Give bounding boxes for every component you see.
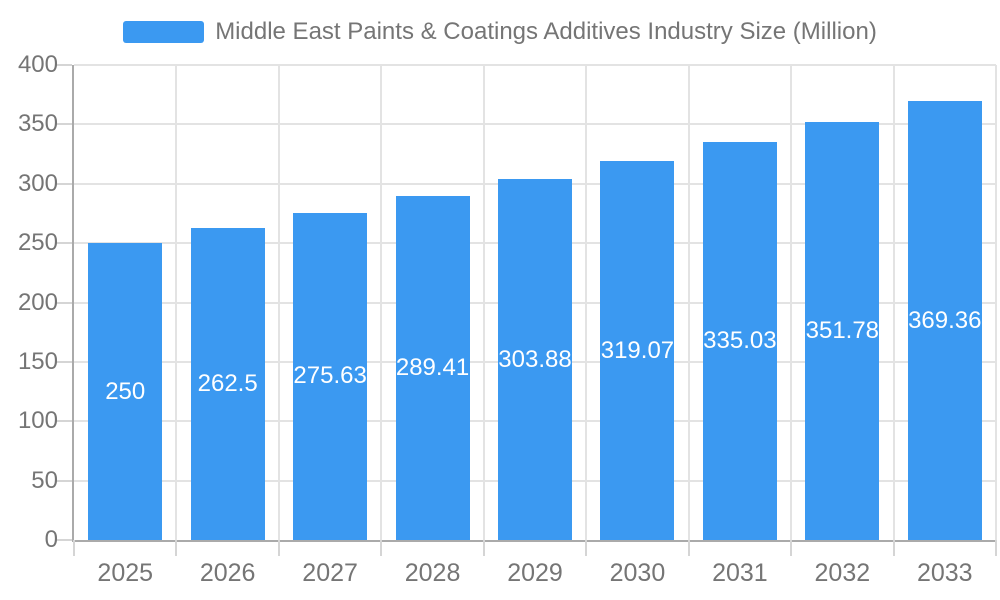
gridline-v [175, 65, 178, 540]
y-axis-tick [57, 242, 72, 245]
bar-value-label: 289.41 [395, 354, 470, 382]
y-axis-tick [57, 301, 72, 304]
bar[interactable] [907, 101, 982, 540]
gridline-v [380, 65, 383, 540]
plot-area: 0 50 100 150 200 250 300 350 400 250 2025 262.5 2026… [18, 52, 997, 586]
bar-value-label: 250 [105, 377, 146, 405]
x-axis-tick [687, 540, 690, 556]
y-tick-label: 350 [17, 110, 58, 138]
x-axis-tick [482, 540, 485, 556]
bar[interactable] [600, 161, 675, 540]
y-tick-label: 200 [17, 288, 58, 316]
x-axis-tick [892, 540, 895, 556]
bar-value-label: 262.5 [197, 370, 258, 398]
x-tick-label: 2033 [916, 559, 973, 587]
y-axis-tick [57, 420, 72, 423]
gridline-h [74, 64, 996, 66]
x-axis-tick [790, 540, 793, 556]
bar-value-label: 319.07 [600, 336, 675, 364]
legend-swatch [123, 21, 205, 43]
x-tick-label: 2031 [712, 559, 768, 587]
bar-value-label: 369.36 [908, 306, 982, 334]
y-axis-tick [57, 182, 72, 185]
y-tick-label: 0 [44, 526, 58, 553]
gridline-h [74, 123, 996, 126]
y-tick-label: 100 [17, 407, 58, 435]
gridline-v [277, 65, 280, 540]
gridline-v [687, 65, 690, 540]
x-axis-tick [585, 540, 588, 556]
y-tick-label: 150 [17, 347, 58, 375]
x-axis-tick [277, 540, 280, 556]
x-axis-tick [380, 540, 383, 556]
y-tick-label: 250 [17, 229, 58, 257]
y-axis-tick [57, 64, 72, 66]
y-tick-label: 300 [17, 169, 58, 197]
x-tick-label: 2032 [814, 559, 871, 587]
x-tick-label: 2027 [302, 559, 358, 587]
bar[interactable] [805, 122, 880, 540]
legend[interactable]: Middle East Paints & Coatings Additives … [0, 12, 1000, 52]
x-axis-tick [995, 540, 997, 556]
bar-value-label: 303.88 [498, 345, 572, 373]
bar[interactable] [395, 196, 470, 540]
bar-value-label: 275.63 [293, 362, 367, 390]
bar-value-label: 351.78 [805, 317, 880, 345]
bar-value-label: 335.03 [703, 327, 777, 355]
x-axis-tick [73, 540, 75, 556]
bar[interactable] [293, 212, 368, 540]
bar[interactable] [190, 228, 265, 540]
x-axis-tick [175, 540, 178, 556]
gridline-v [585, 65, 588, 540]
gridline-v [892, 65, 895, 540]
x-tick-label: 2029 [507, 559, 563, 587]
y-axis-tick [57, 479, 72, 482]
y-axis-tick [57, 123, 72, 126]
gridline-v [995, 65, 997, 540]
x-tick-label: 2025 [97, 559, 154, 587]
y-axis-tick [57, 539, 72, 541]
x-tick-label: 2028 [404, 559, 461, 587]
y-tick-label: 400 [17, 51, 58, 78]
gridline-v [790, 65, 793, 540]
legend-label: Middle East Paints & Coatings Additives … [215, 18, 877, 45]
x-tick-label: 2030 [609, 559, 666, 587]
y-axis-tick [57, 360, 72, 363]
bar[interactable] [88, 243, 163, 540]
bar[interactable] [702, 142, 777, 540]
gridline-v [482, 65, 485, 540]
x-tick-label: 2026 [199, 559, 256, 587]
bar[interactable] [498, 179, 572, 540]
y-tick-label: 50 [31, 466, 58, 494]
